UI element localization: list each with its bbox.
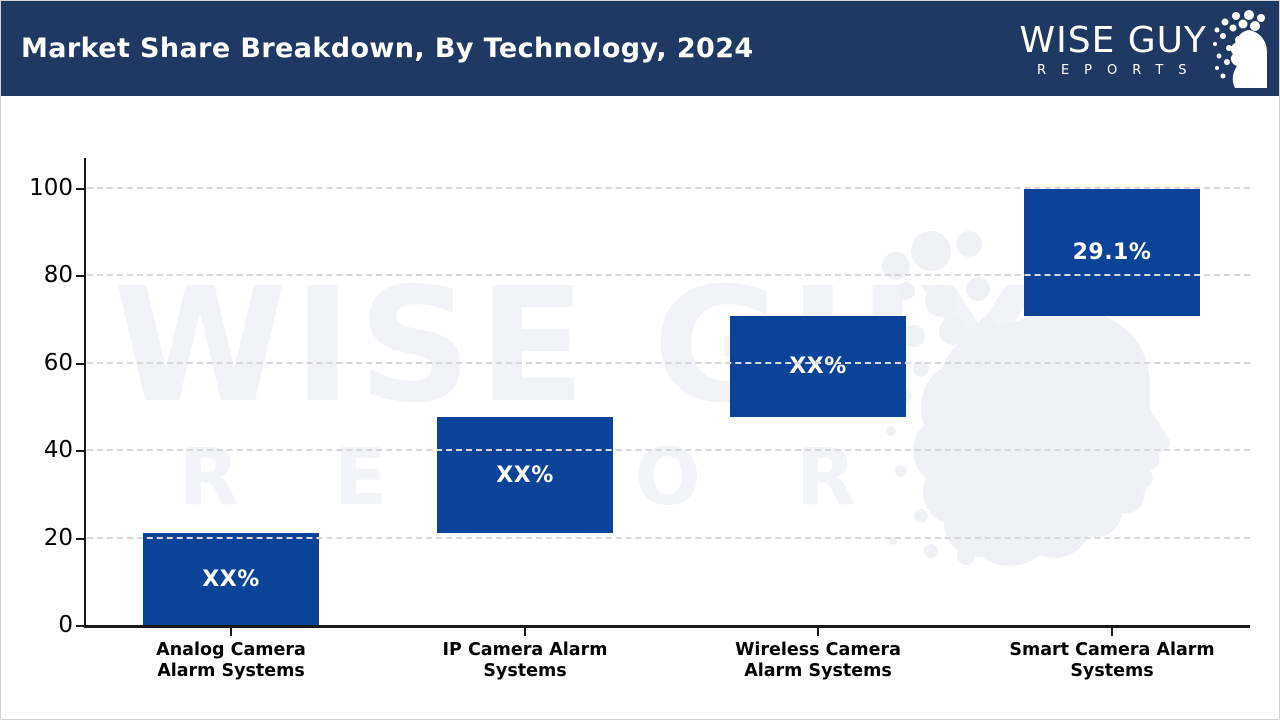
logo-title-text: WISE GUY	[1019, 19, 1207, 61]
y-axis-line	[84, 158, 86, 626]
category-label-line: Systems	[1070, 661, 1154, 681]
logo-wordmark: WISE GUY REPORTS	[1019, 19, 1208, 78]
category-label-line: Wireless Camera	[735, 640, 901, 660]
bar-value-label: XX%	[496, 462, 554, 488]
page-title: Market Share Breakdown, By Technology, 2…	[21, 33, 754, 64]
gridline	[87, 536, 1250, 539]
category-label-line: Systems	[483, 661, 567, 681]
y-axis-tick-label: 100	[29, 174, 73, 201]
category-label-line: Smart Camera Alarm	[1009, 640, 1215, 660]
bar-value-label: XX%	[789, 353, 847, 379]
gridline	[87, 186, 1250, 189]
y-axis-tick-label: 20	[43, 524, 73, 551]
y-axis-tick-label: 80	[43, 262, 73, 288]
x-axis-tick	[524, 628, 526, 636]
bar-segment: XX%	[143, 533, 319, 626]
gridline	[87, 361, 1250, 364]
category-label: IP Camera Alarm Systems	[375, 640, 675, 682]
y-axis-tick	[76, 362, 84, 365]
bar-segment: 29.1%	[1024, 188, 1200, 316]
y-axis-tick-label: 60	[43, 349, 73, 376]
category-label: Smart Camera Alarm Systems	[962, 640, 1262, 682]
y-axis-tick-label: 40	[43, 437, 73, 463]
x-axis-line	[84, 625, 1250, 628]
gridline	[87, 449, 1250, 451]
category-label-line: Alarm Systems	[157, 661, 305, 681]
bar-value-label: XX%	[202, 567, 260, 593]
category-label-line: IP Camera Alarm	[442, 640, 608, 660]
y-axis-tick	[76, 187, 84, 190]
x-axis-tick	[230, 628, 232, 636]
bar-segment: XX%	[437, 416, 613, 534]
category-label-line: Analog Camera	[156, 640, 306, 660]
x-axis-tick	[817, 628, 819, 636]
x-axis-tick	[1111, 628, 1113, 636]
category-label: Analog Camera Alarm Systems	[81, 640, 381, 682]
y-axis-tick	[76, 625, 84, 627]
y-axis-tick	[76, 450, 84, 452]
logo-subtitle-text: REPORTS	[1036, 62, 1202, 78]
bar-value-label: 29.1%	[1072, 239, 1152, 265]
dotted-face-icon	[1213, 10, 1267, 88]
wise-guy-logo: WISE GUY REPORTS	[1020, 7, 1270, 91]
category-label: Wireless Camera Alarm Systems	[668, 640, 968, 682]
category-label-line: Alarm Systems	[744, 661, 892, 681]
header: Market Share Breakdown, By Technology, 2…	[1, 1, 1279, 96]
gridline	[87, 274, 1250, 276]
y-axis-tick	[76, 537, 84, 540]
y-axis-tick-label: 0	[58, 612, 73, 638]
y-axis-tick	[76, 275, 84, 277]
bar-segment: XX%	[730, 315, 906, 417]
